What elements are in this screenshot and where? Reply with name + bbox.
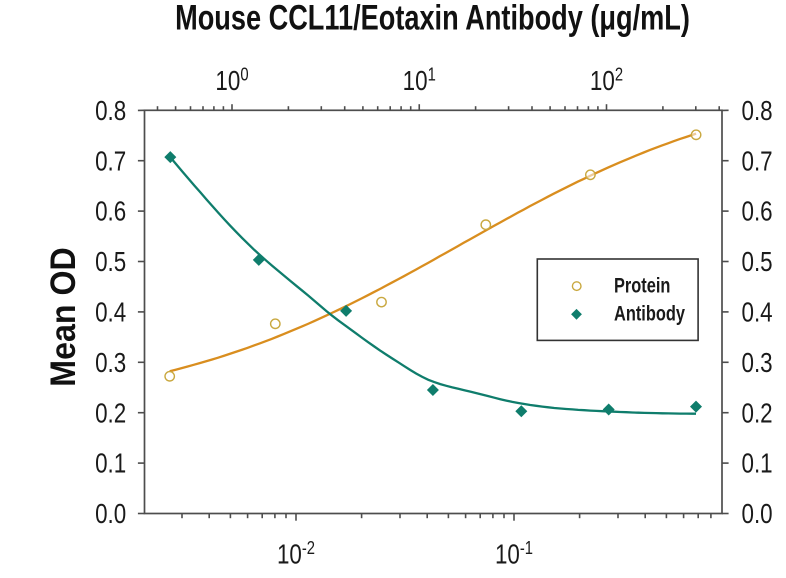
svg-text:0.7: 0.7 [95, 146, 126, 177]
svg-text:0.6: 0.6 [742, 196, 773, 227]
svg-text:0.8: 0.8 [742, 96, 773, 127]
svg-text:0.1: 0.1 [95, 448, 126, 479]
svg-text:0.0: 0.0 [95, 499, 126, 530]
svg-text:0.3: 0.3 [742, 348, 773, 379]
svg-text:0.0: 0.0 [742, 499, 773, 530]
svg-text:Mouse CCL11/Eotaxin Antibody (: Mouse CCL11/Eotaxin Antibody (μg/mL) [175, 0, 690, 37]
svg-text:0.2: 0.2 [95, 398, 126, 429]
svg-text:Mean OD: Mean OD [45, 247, 84, 386]
svg-text:0.5: 0.5 [95, 247, 126, 278]
svg-text:10-2: 10-2 [277, 537, 315, 570]
svg-text:0.8: 0.8 [95, 96, 126, 127]
svg-text:Protein: Protein [614, 274, 670, 297]
svg-text:0.3: 0.3 [95, 348, 126, 379]
svg-text:0.4: 0.4 [742, 297, 773, 328]
svg-text:0.5: 0.5 [742, 247, 773, 278]
svg-text:0.1: 0.1 [742, 448, 773, 479]
svg-text:0.6: 0.6 [95, 196, 126, 227]
svg-text:0.2: 0.2 [742, 398, 773, 429]
svg-text:Antibody: Antibody [614, 302, 685, 325]
svg-text:0.4: 0.4 [95, 297, 126, 328]
svg-text:0.7: 0.7 [742, 146, 773, 177]
